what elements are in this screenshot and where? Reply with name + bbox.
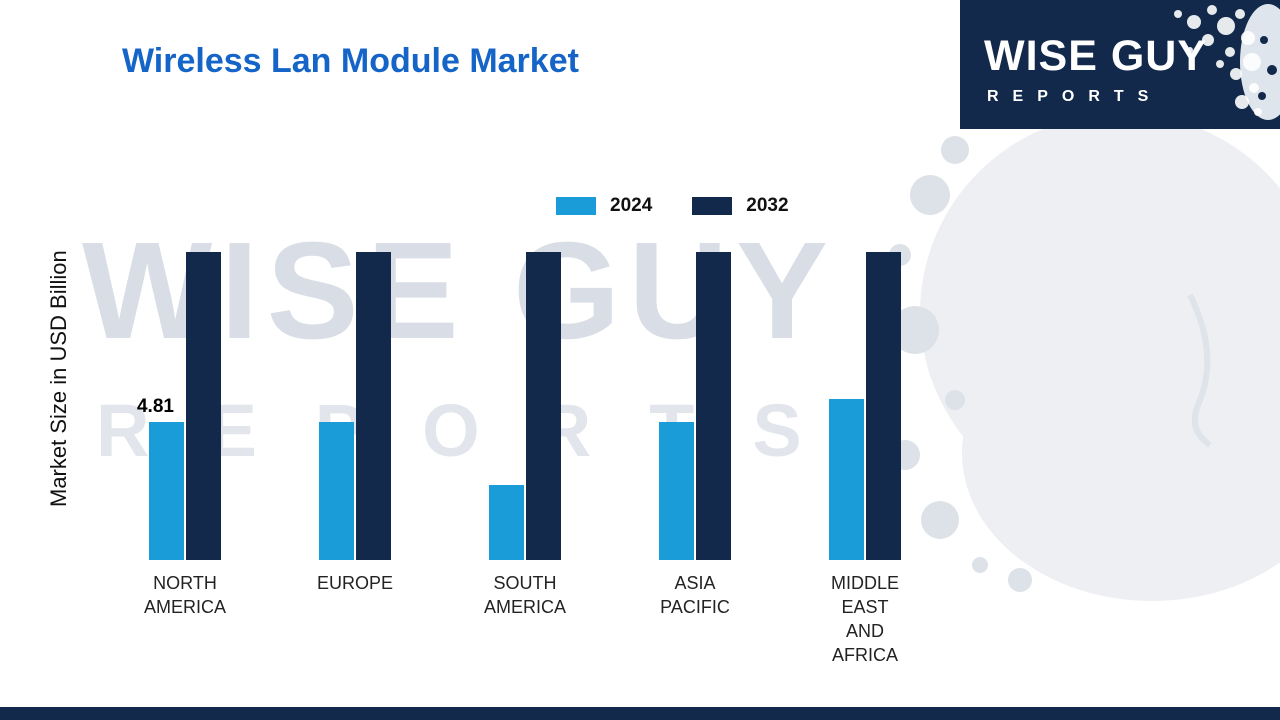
category-label: MIDDLE EAST AND AFRICA <box>830 573 899 665</box>
legend-item-2032: 2032 <box>692 195 789 217</box>
category-label: SOUTH AMERICA <box>483 573 566 617</box>
page-title: Wireless Lan Module Market <box>122 42 579 80</box>
y-axis-label: Market Size in USD Billion <box>46 250 71 508</box>
bar-pair <box>488 252 561 560</box>
face-profile-icon <box>1174 4 1280 120</box>
wiseguy-logo: WISE GUY REPORTS <box>960 0 1280 129</box>
bar-2032-europe <box>356 252 391 560</box>
bar-2024-south-america <box>488 485 524 560</box>
bar-2032-asia-pacific <box>696 252 731 560</box>
chart-legend: 2024 2032 <box>556 195 789 217</box>
category-label: NORTH AMERICA <box>143 573 226 617</box>
bar-pair <box>319 252 391 560</box>
legend-label: 2032 <box>746 195 789 216</box>
head-silhouette-graphic <box>883 113 1280 601</box>
bar-2024-europe <box>319 422 354 560</box>
bar-group: ASIA PACIFIC <box>659 252 731 668</box>
legend-item-2024: 2024 <box>556 195 652 217</box>
legend-label: 2024 <box>610 195 653 216</box>
legend-swatch <box>692 197 733 215</box>
plot-area: 4.81 NORTH AMERICA EUROPE SOUTH AMERICA ASIA PA… <box>100 252 950 668</box>
bar-group: EUROPE <box>317 252 393 668</box>
footer-bar <box>0 707 1280 720</box>
bar-value-label: 4.81 <box>136 396 174 417</box>
bar-pair <box>659 252 731 560</box>
bar-group: MIDDLE EAST AND AFRICA <box>829 252 901 668</box>
bar-2024-asia-pacific <box>659 422 694 560</box>
legend-swatch <box>556 197 596 215</box>
bar-group: SOUTH AMERICA <box>484 252 566 668</box>
bar-2032-south-america <box>525 252 561 560</box>
bar-2032-north-america <box>185 252 221 560</box>
bar-pair: 4.81 <box>137 252 221 560</box>
bar-2024-middle-east-and-africa <box>829 399 864 560</box>
category-label: EUROPE <box>316 573 394 593</box>
logo-line1: WISE GUY <box>984 32 1208 80</box>
bar-2024-north-america: 4.81 <box>137 396 184 560</box>
bar-2032-middle-east-and-africa <box>866 252 901 560</box>
bar-group: 4.81 NORTH AMERICA <box>137 252 226 668</box>
category-label: ASIA PACIFIC <box>660 573 730 617</box>
bar-pair <box>829 252 901 560</box>
logo-line2: REPORTS <box>987 88 1163 105</box>
head-silhouette <box>860 113 1280 603</box>
